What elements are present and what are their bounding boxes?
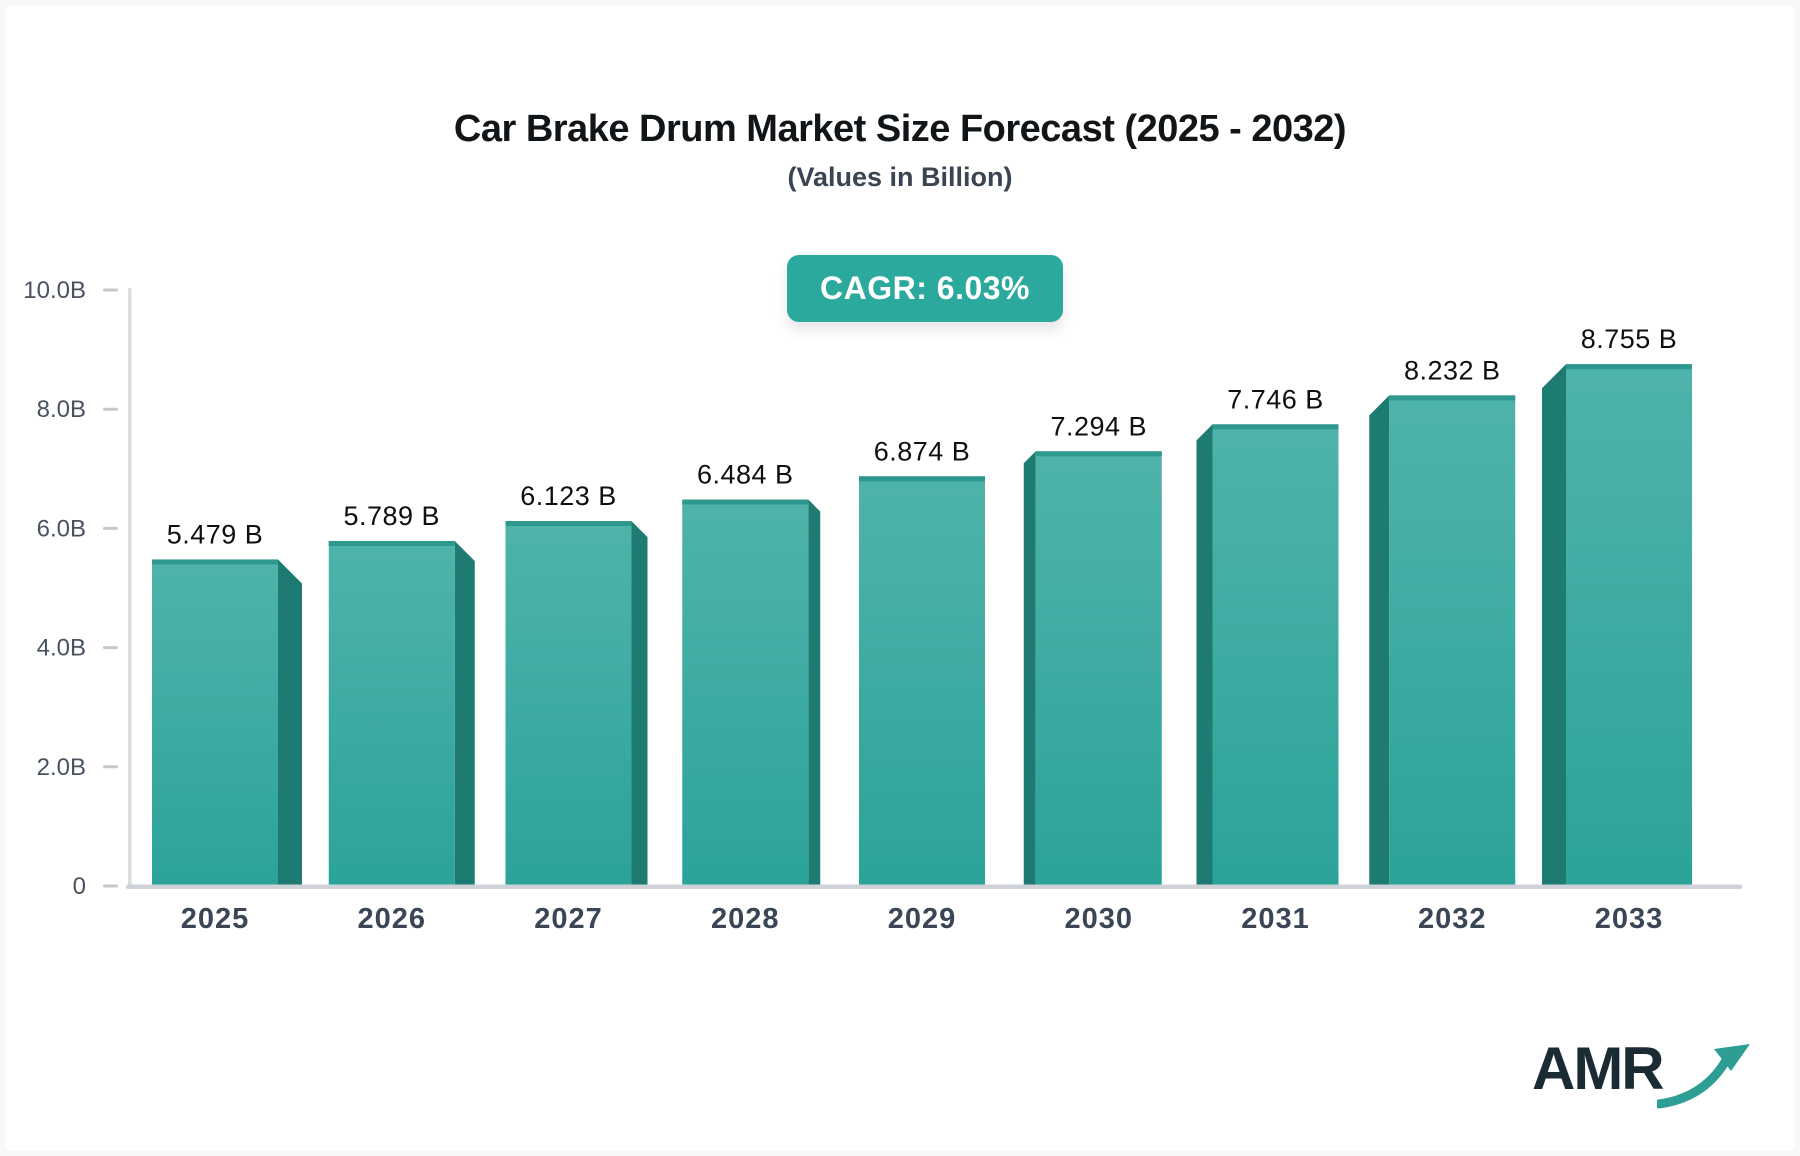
y-tick-label: 10.0B — [23, 277, 86, 304]
y-tick-mark — [103, 288, 118, 292]
x-axis-line — [126, 884, 1742, 889]
y-tick-mark — [103, 765, 118, 769]
y-tick-label: 8.0B — [37, 396, 86, 423]
bar-front-face — [152, 559, 278, 886]
x-tick-label: 2033 — [1595, 903, 1664, 935]
y-tick-label: 4.0B — [37, 635, 86, 662]
bar-value-label: 7.294 B — [1050, 411, 1147, 441]
bar-top-edge — [859, 476, 985, 482]
bar-front-face — [1212, 424, 1339, 886]
bar-value-label: 6.123 B — [520, 481, 617, 511]
bar-side-face — [454, 540, 475, 886]
bar-top-edge — [682, 499, 809, 505]
bar-side-face — [1023, 451, 1036, 886]
y-tick-mark — [103, 884, 118, 888]
bar-top-edge — [1566, 364, 1692, 370]
bar-value-label: 5.479 B — [167, 519, 264, 549]
x-tick-label: 2030 — [1064, 903, 1133, 935]
bar — [859, 476, 985, 886]
bar-front-face — [505, 521, 632, 886]
bar-front-face — [859, 476, 985, 886]
x-tick-label: 2028 — [711, 903, 780, 935]
bar — [505, 521, 648, 886]
bar — [152, 559, 302, 886]
bar-side-face — [1196, 424, 1213, 886]
bar-side-face — [1542, 364, 1566, 886]
x-tick-label: 2025 — [181, 903, 250, 935]
bar-top-edge — [152, 559, 278, 565]
x-tick-label: 2027 — [534, 903, 603, 935]
y-tick-label: 2.0B — [37, 754, 86, 781]
bar-front-face — [1566, 364, 1692, 886]
bar — [328, 540, 475, 886]
y-tick-mark — [103, 646, 118, 650]
chart-subtitle: (Values in Billion) — [787, 162, 1013, 192]
bar — [682, 499, 821, 886]
bar-top-edge — [1212, 424, 1339, 430]
x-tick-label: 2031 — [1241, 903, 1310, 935]
bar-front-face — [1035, 451, 1162, 886]
amr-logo: AMR — [1532, 1038, 1757, 1112]
x-tick-label: 2029 — [888, 903, 957, 935]
cagr-badge: CAGR: 6.03% — [787, 255, 1063, 322]
y-tick-mark — [103, 407, 118, 411]
bar-value-label: 8.755 B — [1581, 324, 1678, 354]
bar — [1542, 364, 1692, 886]
bar-top-edge — [505, 521, 632, 527]
x-tick-label: 2032 — [1418, 903, 1487, 935]
bar-top-edge — [1389, 395, 1516, 401]
chart-title: Car Brake Drum Market Size Forecast (202… — [453, 108, 1347, 150]
x-tick-label: 2026 — [357, 903, 426, 935]
bar-front-face — [328, 540, 455, 886]
bar-top-edge — [1035, 451, 1162, 457]
bar-side-face — [631, 521, 648, 886]
y-axis-line — [128, 288, 132, 886]
bar-side-face — [808, 499, 821, 886]
bar — [1023, 451, 1162, 886]
bar-value-label: 7.746 B — [1227, 384, 1324, 414]
bar-value-label: 5.789 B — [343, 501, 440, 531]
trending-up-arrow-icon — [1656, 1044, 1750, 1109]
y-tick-label: 0 — [73, 873, 86, 900]
bar-side-face — [1369, 395, 1390, 886]
bar-value-label: 6.874 B — [874, 436, 971, 466]
bar-value-label: 6.484 B — [697, 460, 794, 490]
bar-value-label: 8.232 B — [1404, 355, 1501, 385]
amr-logo-text: AMR — [1532, 1035, 1665, 1102]
bar-front-face — [682, 499, 809, 886]
bar-top-edge — [328, 540, 455, 546]
y-tick-mark — [103, 526, 118, 530]
bar — [1369, 395, 1516, 886]
bar-side-face — [278, 559, 302, 886]
y-tick-label: 6.0B — [37, 515, 86, 542]
bar-front-face — [1389, 395, 1516, 886]
bar — [1196, 424, 1339, 886]
